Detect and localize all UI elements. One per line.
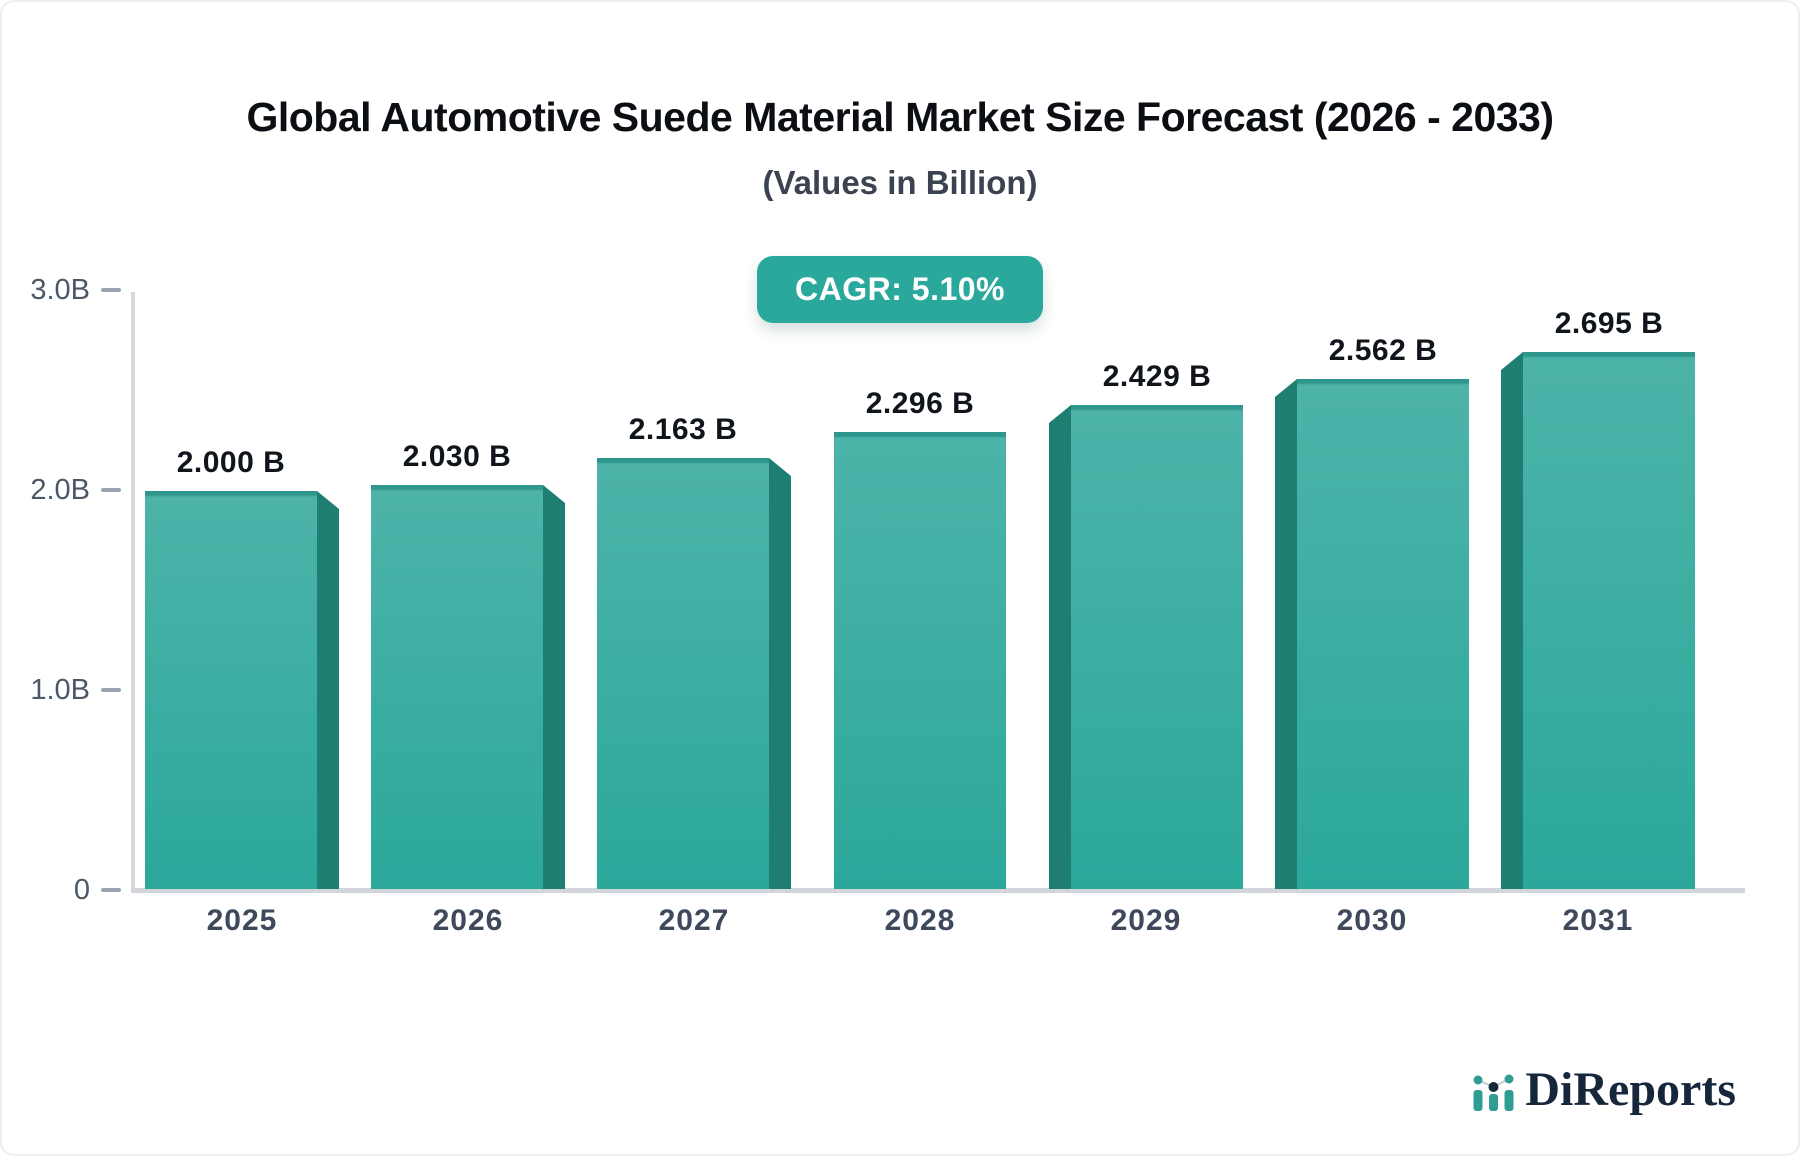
bar-3d-side-2030 (1275, 379, 1297, 889)
brand-logo: DiReports (1471, 1066, 1736, 1114)
bar-3d-side-2026 (543, 485, 565, 889)
x-axis-label: 2028 (884, 904, 956, 937)
bar-value-label: 2.000 B (176, 446, 286, 479)
y-axis-label: 1.0B (30, 674, 90, 706)
y-axis-label: 0 (73, 874, 90, 906)
y-axis-label: 3.0B (30, 274, 90, 306)
bar-2025 (145, 491, 317, 889)
bar-2029 (1071, 405, 1243, 889)
bar-2030 (1297, 379, 1469, 889)
chart-title: Global Automotive Suede Material Market … (246, 94, 1554, 140)
y-axis-label: 2.0B (30, 474, 90, 506)
brand-logo-text: DiReports (1525, 1063, 1736, 1116)
bar-3d-side-2029 (1049, 405, 1071, 889)
bar-value-label: 2.429 B (1102, 360, 1212, 393)
bar-2028 (834, 432, 1006, 889)
x-axis-label: 2027 (658, 904, 730, 937)
bar-3d-side-2025 (317, 491, 339, 889)
y-tick-mark (101, 888, 121, 892)
cagr-badge: CAGR: 5.10% (757, 256, 1043, 323)
y-tick-mark (101, 488, 121, 492)
bar-2031 (1523, 352, 1695, 889)
y-tick-mark (101, 688, 121, 692)
x-axis-label: 2025 (206, 904, 278, 937)
bar-2026 (371, 485, 543, 889)
bar-2027 (597, 458, 769, 889)
x-axis-label: 2030 (1336, 904, 1408, 937)
y-axis-line (131, 292, 135, 890)
chart-subtitle: (Values in Billion) (762, 164, 1038, 201)
y-tick-mark (101, 288, 121, 292)
bar-3d-side-2027 (769, 458, 791, 889)
x-axis-baseline (131, 888, 1745, 893)
bar-value-label: 2.163 B (628, 413, 738, 446)
x-axis-label: 2026 (432, 904, 504, 937)
x-axis-label: 2029 (1110, 904, 1182, 937)
bar-value-label: 2.562 B (1328, 334, 1438, 367)
bar-value-label: 2.030 B (402, 440, 512, 473)
x-axis-label: 2031 (1562, 904, 1634, 937)
bar-3d-side-2031 (1501, 352, 1523, 889)
bar-value-label: 2.695 B (1554, 307, 1664, 340)
mini-bar-line-chart-icon (1473, 1074, 1514, 1111)
bar-value-label: 2.296 B (865, 387, 975, 420)
